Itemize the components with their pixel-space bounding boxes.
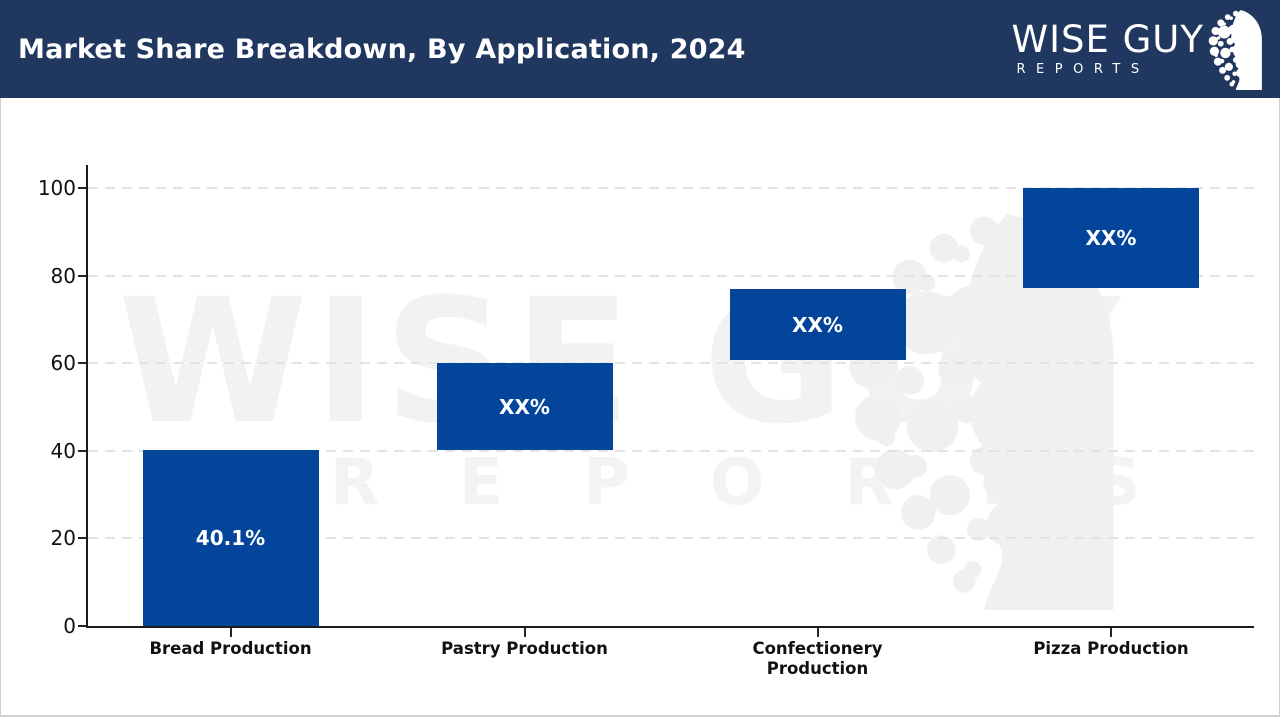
y-tick-label: 100 [37, 176, 76, 200]
page-title: Market Share Breakdown, By Application, … [18, 33, 746, 65]
y-tick-label: 40 [50, 438, 76, 463]
header-bar: Market Share Breakdown, By Application, … [0, 0, 1280, 98]
y-axis-tick [78, 274, 88, 277]
gridline [88, 537, 1254, 540]
y-tick-label: 60 [50, 351, 76, 376]
x-tick-label: Pizza Production [1033, 639, 1189, 658]
bar-value-label: XX% [792, 312, 843, 337]
y-axis-tick [78, 625, 88, 627]
gridline [88, 187, 1254, 189]
x-axis-spine [86, 626, 1254, 628]
gridline [88, 362, 1254, 365]
watermark-head-icon [849, 213, 1114, 610]
wiseguy-logo: WISE GUY REPORTS [1012, 9, 1266, 90]
x-tick-label: Confectionery Production [752, 639, 883, 678]
y-axis-tick [78, 537, 88, 540]
bar-bread-production: 40.1% [142, 450, 319, 626]
y-tick-label: 0 [63, 614, 76, 638]
x-axis-tick [229, 628, 232, 637]
bar-pizza-production: XX% [1023, 188, 1199, 288]
logo-head-icon [1208, 9, 1262, 90]
y-axis-tick [78, 187, 88, 189]
x-axis-tick [1110, 628, 1112, 637]
bar-value-label: 40.1% [195, 526, 266, 551]
y-axis-tick [78, 449, 88, 452]
x-axis-tick [523, 628, 526, 637]
x-tick-label: Pastry Production [441, 639, 608, 658]
y-tick-label: 20 [50, 526, 76, 551]
y-tick-label: 80 [50, 263, 76, 288]
gridline [88, 449, 1254, 452]
y-axis-tick [78, 362, 88, 365]
bar-value-label: XX% [499, 394, 550, 419]
gridline [88, 274, 1254, 277]
logo-text: WISE GUY REPORTS [1011, 18, 1204, 78]
bar-confectionery-production: XX% [729, 289, 906, 361]
bar-value-label: XX% [1085, 225, 1137, 250]
x-axis-tick [816, 628, 819, 637]
x-tick-label: Bread Production [149, 639, 312, 658]
bar-pastry-production: XX% [436, 362, 613, 451]
logo-subtitle: REPORTS [1016, 62, 1150, 77]
logo-wordmark: WISE GUY [1011, 18, 1204, 61]
y-axis-spine [86, 165, 88, 628]
